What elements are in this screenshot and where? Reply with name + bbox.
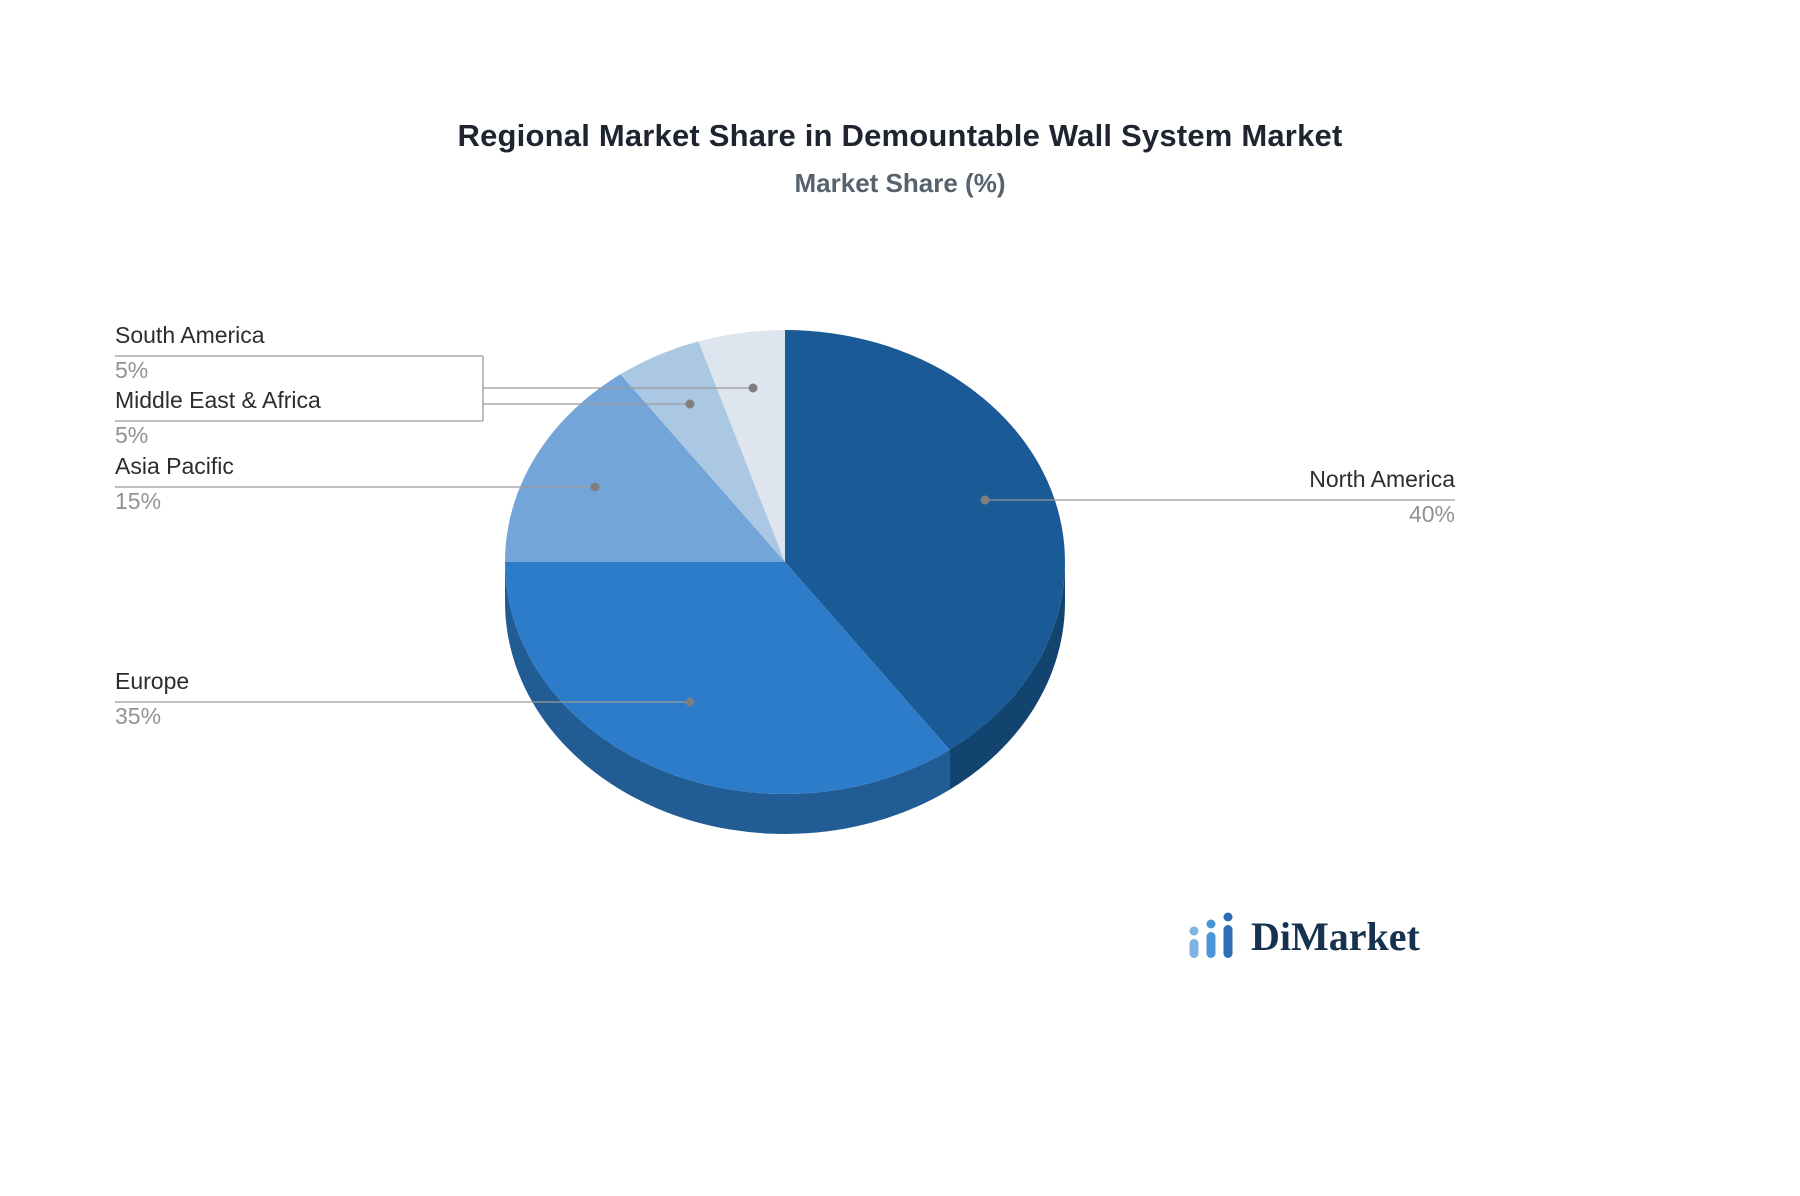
callout-asia-pacific: Asia Pacific 15% (115, 453, 495, 514)
segment-label-north-america: North America (1309, 466, 1455, 492)
pie-slice-north-america (785, 330, 1065, 750)
pie-slice-asia-pacific (505, 374, 785, 562)
callout-europe: Europe 35% (115, 668, 495, 729)
segment-value-south-america: 5% (115, 357, 149, 383)
chart-title: Regional Market Share in Demountable Wal… (457, 118, 1343, 153)
chart-subtitle: Market Share (%) (794, 168, 1006, 198)
leader-dot (685, 399, 695, 409)
leader-dot (590, 482, 600, 492)
segment-value-asia-pacific: 15% (115, 488, 162, 514)
pie-slice-side-europe (505, 562, 950, 834)
segment-label-asia-pacific: Asia Pacific (115, 453, 234, 479)
segment-label-europe: Europe (115, 668, 190, 694)
segment-label-south-america: South America (115, 322, 265, 348)
callout-middle-east-africa: Middle East & Africa 5% (115, 387, 495, 448)
callout-south-america: South America 5% (115, 322, 495, 383)
brand-name: DiMarket (1251, 913, 1420, 959)
callout-north-america: North America 40% (1055, 466, 1455, 527)
leader-dot (748, 383, 758, 393)
leader-dot (685, 697, 695, 707)
segment-value-europe: 35% (115, 703, 162, 729)
bar-chart-logo-icon (1185, 906, 1239, 967)
pie-slice-europe (505, 562, 950, 794)
segment-value-middle-east-africa: 5% (115, 422, 149, 448)
pie-slice-middle-east-africa (620, 341, 785, 562)
leader-dot (980, 495, 990, 505)
segment-label-middle-east-africa: Middle East & Africa (115, 387, 321, 413)
segment-value-north-america: 40% (1408, 501, 1455, 527)
pie-slice-side-north-america (949, 562, 1065, 790)
brand-logo: DiMarket (1185, 906, 1420, 967)
